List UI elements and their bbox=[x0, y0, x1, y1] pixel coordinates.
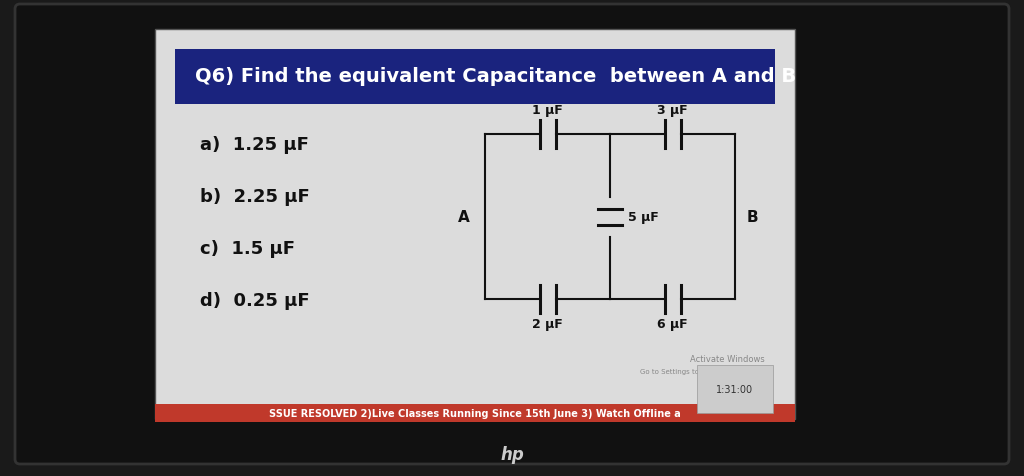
Text: Activate Windows: Activate Windows bbox=[690, 355, 765, 364]
Text: 2 μF: 2 μF bbox=[532, 317, 563, 330]
Text: hp: hp bbox=[500, 445, 524, 463]
Text: 6 μF: 6 μF bbox=[657, 317, 688, 330]
Text: b)  2.25 μF: b) 2.25 μF bbox=[200, 188, 309, 206]
Text: A: A bbox=[459, 209, 470, 225]
Text: d)  0.25 μF: d) 0.25 μF bbox=[200, 291, 309, 309]
Text: Go to Settings to activate Windows.: Go to Settings to activate Windows. bbox=[640, 368, 765, 374]
FancyBboxPatch shape bbox=[15, 5, 1009, 464]
Text: Q6) Find the equivalent Capacitance  between A and B: Q6) Find the equivalent Capacitance betw… bbox=[195, 68, 796, 86]
FancyBboxPatch shape bbox=[155, 404, 795, 422]
Text: c)  1.5 μF: c) 1.5 μF bbox=[200, 239, 295, 258]
Text: B: B bbox=[746, 209, 759, 225]
Text: 1 μF: 1 μF bbox=[532, 104, 563, 117]
Text: SSUE RESOLVED 2)Live Classes Running Since 15th June 3) Watch Offline a: SSUE RESOLVED 2)Live Classes Running Sin… bbox=[269, 408, 681, 418]
Text: 1:31:00: 1:31:00 bbox=[717, 384, 754, 394]
FancyBboxPatch shape bbox=[175, 50, 775, 105]
Text: a)  1.25 μF: a) 1.25 μF bbox=[200, 136, 309, 154]
Text: 5 μF: 5 μF bbox=[628, 210, 658, 224]
Text: 3 μF: 3 μF bbox=[657, 104, 688, 117]
FancyBboxPatch shape bbox=[155, 30, 795, 419]
